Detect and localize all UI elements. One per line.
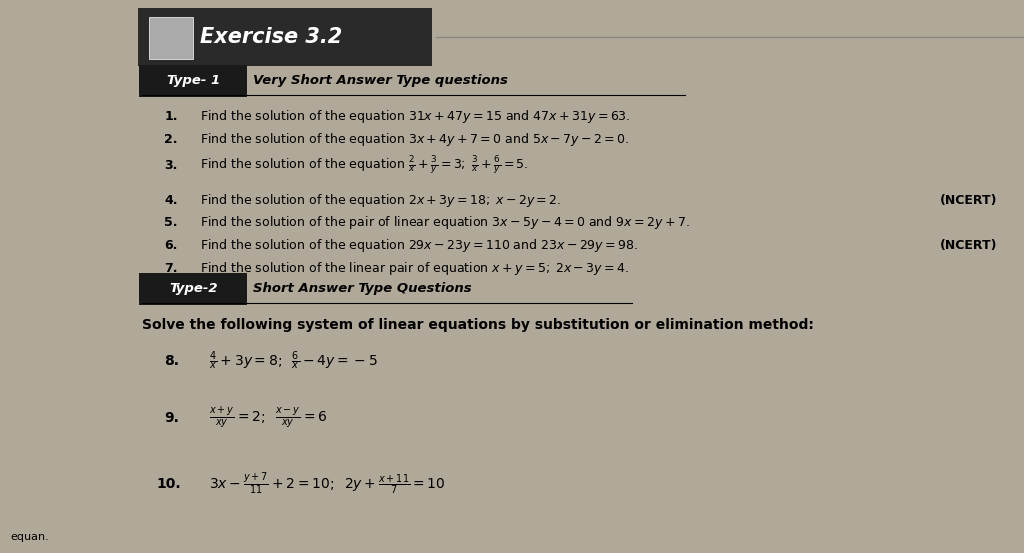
Text: Short Answer Type Questions: Short Answer Type Questions xyxy=(253,282,472,295)
Text: $\frac{4}{x}+3y=8;\;\;\frac{6}{x}-4y=-5$: $\frac{4}{x}+3y=8;\;\;\frac{6}{x}-4y=-5$ xyxy=(209,349,378,372)
FancyBboxPatch shape xyxy=(139,273,247,305)
Text: 3.: 3. xyxy=(164,159,178,173)
Text: 5.: 5. xyxy=(164,216,178,229)
Text: Find the solution of the pair of linear equation $3x-5y-4=0$ and $9x=2y+7$.: Find the solution of the pair of linear … xyxy=(200,215,689,231)
Text: Find the solution of the linear pair of equation $x+y=5;\;2x-3y=4$.: Find the solution of the linear pair of … xyxy=(200,260,629,276)
Text: Find the solution of the equation $31x+47y=15$ and $47x+31y=63$.: Find the solution of the equation $31x+4… xyxy=(200,108,631,124)
Text: Find the solution of the equation $\frac{2}{x}+\frac{3}{y}=3;\;\frac{3}{x}+\frac: Find the solution of the equation $\frac… xyxy=(200,155,528,177)
Text: $\frac{x+y}{xy}=2;\;\;\frac{x-y}{xy}=6$: $\frac{x+y}{xy}=2;\;\;\frac{x-y}{xy}=6$ xyxy=(209,405,327,430)
FancyBboxPatch shape xyxy=(139,65,247,97)
Text: 7.: 7. xyxy=(164,262,178,275)
FancyBboxPatch shape xyxy=(150,17,193,59)
Text: Type-2: Type-2 xyxy=(169,282,218,295)
Text: Exercise 3.2: Exercise 3.2 xyxy=(200,27,342,47)
Text: 8.: 8. xyxy=(164,353,179,368)
Text: Find the solution of the equation $29x-23y=110$ and $23x-29y=98$.: Find the solution of the equation $29x-2… xyxy=(200,237,638,254)
Text: Type- 1: Type- 1 xyxy=(167,74,220,87)
Text: Very Short Answer Type questions: Very Short Answer Type questions xyxy=(253,74,508,87)
Text: 2.: 2. xyxy=(164,133,178,146)
Text: 10.: 10. xyxy=(157,477,181,491)
Text: Find the solution of the equation $3x+4y+7=0$ and $5x-7y-2=0$.: Find the solution of the equation $3x+4y… xyxy=(200,131,630,148)
FancyBboxPatch shape xyxy=(137,8,431,66)
Text: Find the solution of the equation $2x+3y=18;\;x-2y=2$.: Find the solution of the equation $2x+3y… xyxy=(200,192,561,208)
Text: 6.: 6. xyxy=(164,239,178,252)
Text: 9.: 9. xyxy=(164,410,179,425)
Text: equan.: equan. xyxy=(10,532,49,542)
Text: 4.: 4. xyxy=(164,194,178,207)
Text: 1.: 1. xyxy=(164,109,178,123)
Text: (NCERT): (NCERT) xyxy=(940,239,997,252)
Text: Solve the following system of linear equations by substitution or elimination me: Solve the following system of linear equ… xyxy=(142,318,814,332)
Text: $3x-\frac{y+7}{11}+2=10;\;\;2y+\frac{x+11}{7}=10$: $3x-\frac{y+7}{11}+2=10;\;\;2y+\frac{x+1… xyxy=(209,471,445,497)
Text: (NCERT): (NCERT) xyxy=(940,194,997,207)
